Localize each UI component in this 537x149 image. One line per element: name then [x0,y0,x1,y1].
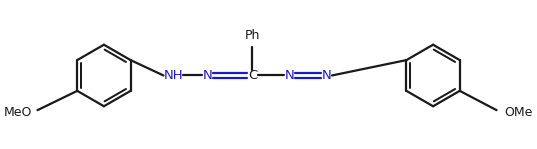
Text: Ph: Ph [245,29,260,42]
Text: OMe: OMe [504,106,533,119]
Text: NH: NH [163,69,183,82]
Text: N: N [285,69,294,82]
Text: MeO: MeO [4,106,33,119]
Text: C: C [248,69,257,82]
Text: N: N [202,69,212,82]
Text: N: N [322,69,331,82]
